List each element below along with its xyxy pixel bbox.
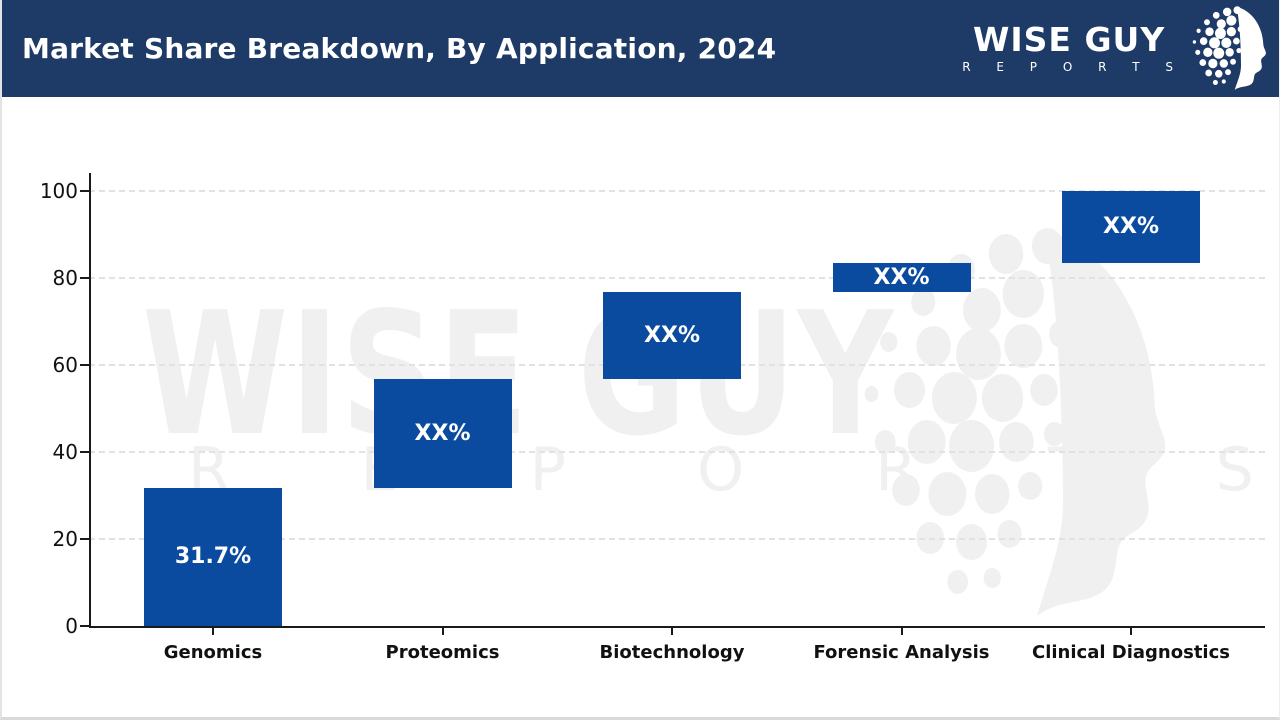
x-axis-tick [1130,628,1132,635]
bar-proteomics: XX% [373,379,512,489]
y-axis-tick [80,538,89,540]
y-axis-tick [80,190,89,192]
y-tick-label: 40 [52,440,78,464]
bar-value-label: XX% [644,322,700,348]
page-title: Market Share Breakdown, By Application, … [22,32,777,65]
gridline [89,190,1265,192]
logo-subtext: R E P O R T S [962,60,1184,75]
category-label: Biotechnology [599,642,745,663]
bar-forensic-analysis: XX% [832,262,971,293]
category-label: Forensic Analysis [813,642,990,663]
gridline [89,538,1265,540]
bar-value-label: XX% [873,264,930,290]
category-label: Clinical Diagnostics [1032,642,1230,663]
y-tick-label: 60 [52,353,78,377]
logo-wordmark: WISE GUY [972,19,1166,59]
y-axis-tick [80,277,89,279]
y-tick-label: 80 [52,266,78,290]
bar-biotechnology: XX% [603,292,741,380]
head-dots-icon [1192,6,1266,90]
category-label: Genomics [163,642,263,663]
y-tick-label: 100 [39,179,78,203]
category-label: Proteomics [385,642,500,663]
bar-clinical-diagnostics: XX% [1062,191,1200,263]
x-axis-tick [900,628,903,635]
y-axis-tick [80,451,89,453]
x-axis [89,626,1265,628]
y-tick-label: 0 [65,614,78,638]
x-axis-tick [441,628,444,635]
header: Market Share Breakdown, By Application, … [2,0,1279,97]
bar-value-label: 31.7% [174,544,252,570]
gridline [89,451,1265,453]
logo-text: WISE GUY R E P O R T S [954,19,1184,75]
y-tick-label: 20 [52,527,78,551]
y-axis-tick [80,625,89,627]
y-axis-tick [80,364,89,366]
bar-genomics: 31.7% [144,488,282,626]
gridline [89,277,1265,279]
wise-guy-logo: WISE GUY R E P O R T S [954,5,1270,91]
y-axis [89,173,91,628]
bar-value-label: XX% [1103,213,1159,239]
x-axis-tick [671,628,673,635]
x-axis-tick [212,628,214,635]
bar-value-label: XX% [414,420,471,446]
